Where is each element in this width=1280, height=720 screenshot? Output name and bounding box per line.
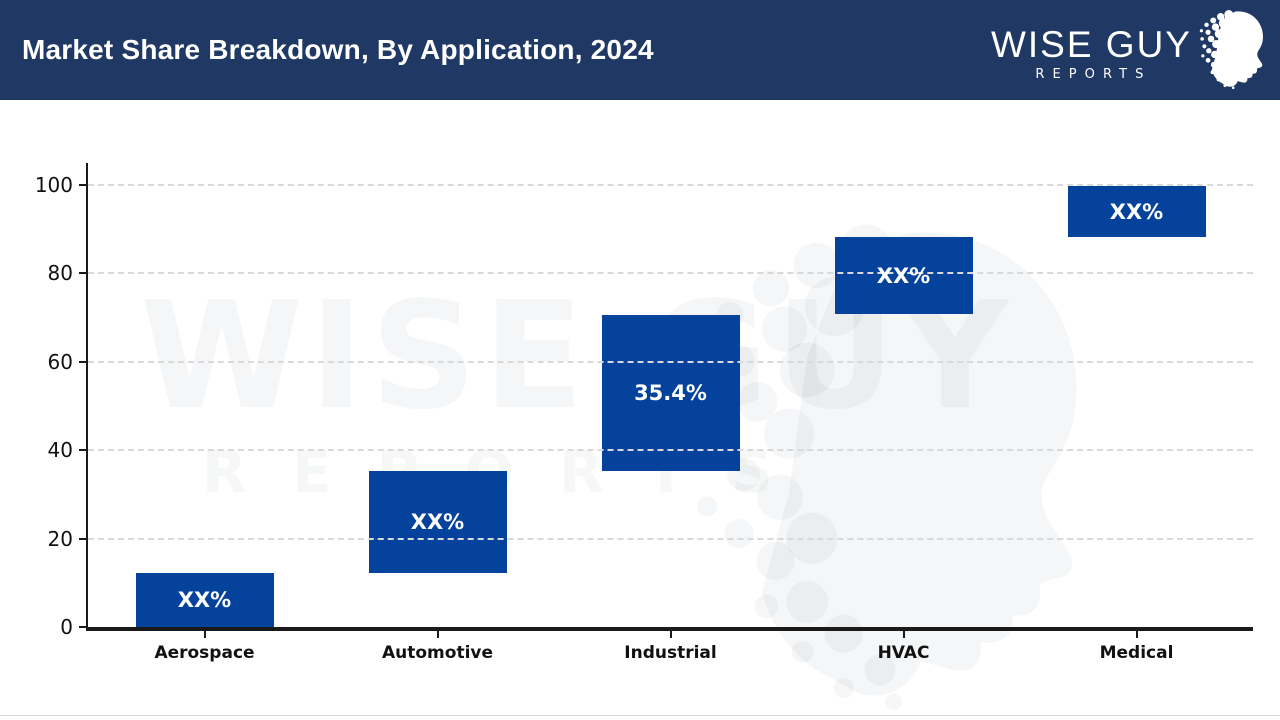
y-axis-spine	[86, 163, 88, 629]
y-axis-tick-label: 20	[47, 526, 73, 551]
brand-logo: WISE GUY REPORTS	[991, 6, 1268, 94]
x-axis-tick	[669, 629, 672, 638]
page-title: Market Share Breakdown, By Application, …	[22, 34, 654, 65]
bar-automotive	[368, 470, 507, 574]
y-axis-tick-label: 80	[47, 261, 73, 286]
y-axis-tick-label: 60	[47, 349, 73, 374]
brand-subtitle: REPORTS	[1035, 66, 1152, 82]
x-axis-category-label: Aerospace	[154, 643, 255, 663]
gridline-40	[88, 449, 1253, 452]
bar-medical	[1067, 185, 1206, 238]
y-axis-tick-label: 100	[34, 173, 73, 197]
brand-face-icon	[1194, 8, 1268, 92]
x-axis-tick	[436, 629, 439, 638]
bottom-border-line	[0, 715, 1280, 716]
y-axis-tick-label: 40	[47, 438, 73, 463]
y-axis-tick	[79, 360, 88, 363]
x-axis-category-label: HVAC	[877, 643, 930, 663]
y-axis-tick	[79, 272, 88, 275]
bar-industrial	[601, 314, 740, 471]
x-axis-tick	[203, 629, 206, 638]
y-axis-tick	[79, 537, 88, 540]
bar-value-label: XX%	[177, 588, 232, 613]
gridline-100	[88, 184, 1253, 186]
gridline-60	[88, 360, 1253, 363]
brand-logo-text: WISE GUY REPORTS	[991, 26, 1192, 81]
brand-name: WISE GUY	[990, 23, 1192, 65]
x-axis-tick	[902, 629, 905, 638]
x-axis-category-label: Industrial	[624, 643, 717, 663]
chart-area: WISE GUY REPORTS 020406080100XX%Aerospac…	[0, 100, 1280, 720]
x-axis-category-label: Automotive	[381, 643, 494, 663]
bar-hvac	[834, 237, 973, 315]
x-axis-category-label: Medical	[1099, 643, 1174, 663]
x-axis-tick	[1135, 629, 1138, 638]
y-axis-tick	[79, 449, 88, 452]
bar-aerospace	[135, 573, 274, 627]
x-axis-spine	[86, 627, 1253, 631]
bar-value-label: XX%	[410, 510, 465, 535]
header-bar: Market Share Breakdown, By Application, …	[0, 0, 1280, 100]
bar-value-label: XX%	[1109, 199, 1164, 224]
bar-value-label: XX%	[876, 263, 931, 288]
y-axis-tick	[79, 184, 88, 186]
y-axis-tick-label: 0	[60, 615, 73, 639]
gridline-20	[88, 537, 1253, 540]
bar-value-label: 35.4%	[634, 380, 707, 405]
gridline-80	[88, 272, 1253, 275]
y-axis-tick	[79, 626, 88, 628]
